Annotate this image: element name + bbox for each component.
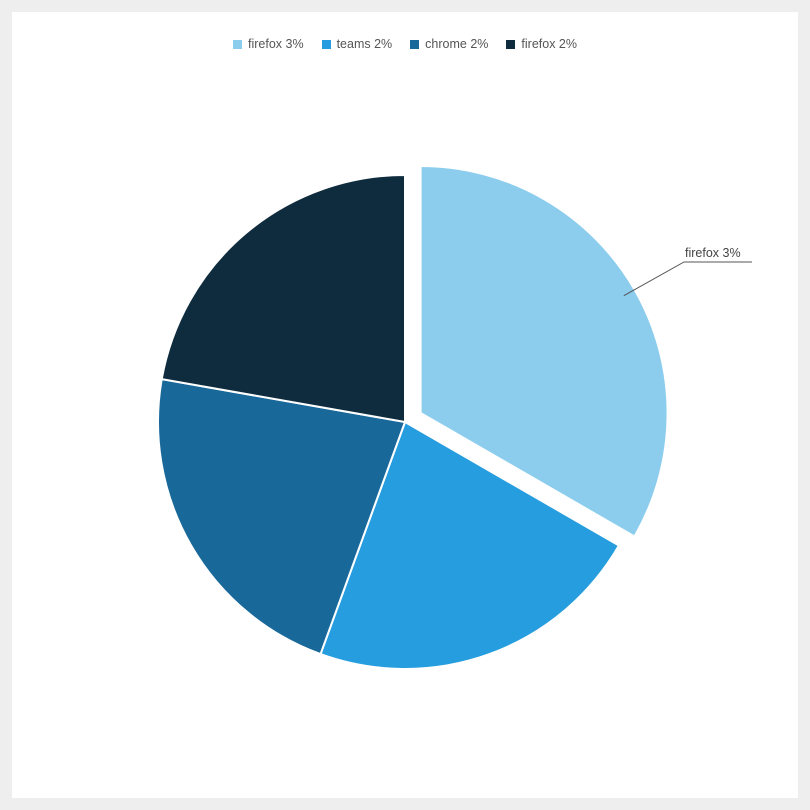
legend-item-label: teams 2% [336,37,393,51]
legend-item-chrome-2[interactable]: chrome 2% [410,38,488,51]
pie-chart-card: firefox 3% firefox 3% teams 2% chrome 2%… [12,12,798,798]
legend-item-label: firefox 3% [247,37,304,51]
legend-item-firefox-3[interactable]: firefox 3% [232,37,304,51]
legend-swatch-icon [321,39,331,49]
legend-item-label: chrome 2% [425,37,489,51]
legend-item-firefox-2[interactable]: firefox 2% [506,38,577,51]
legend-item-label: firefox 2% [521,37,577,51]
pie-slice-chrome-2[interactable] [157,377,407,656]
legend-swatch-icon [232,39,242,49]
legend-swatch-icon [410,39,420,49]
pie-slice-teams-2[interactable] [319,420,621,670]
annotation-leader-line [623,261,752,297]
pie-chart-plot-area: firefox 3% [12,12,798,798]
legend-swatch-icon [506,39,516,49]
annotation-label-firefox-3: firefox 3% [685,246,741,260]
pie-slice-firefox-2[interactable] [160,173,406,424]
legend-item-teams-2[interactable]: teams 2% [321,37,393,51]
chart-legend: firefox 3% teams 2% chrome 2% firefox 2% [12,38,798,51]
pie-chart-svg: firefox 3% [157,164,752,670]
